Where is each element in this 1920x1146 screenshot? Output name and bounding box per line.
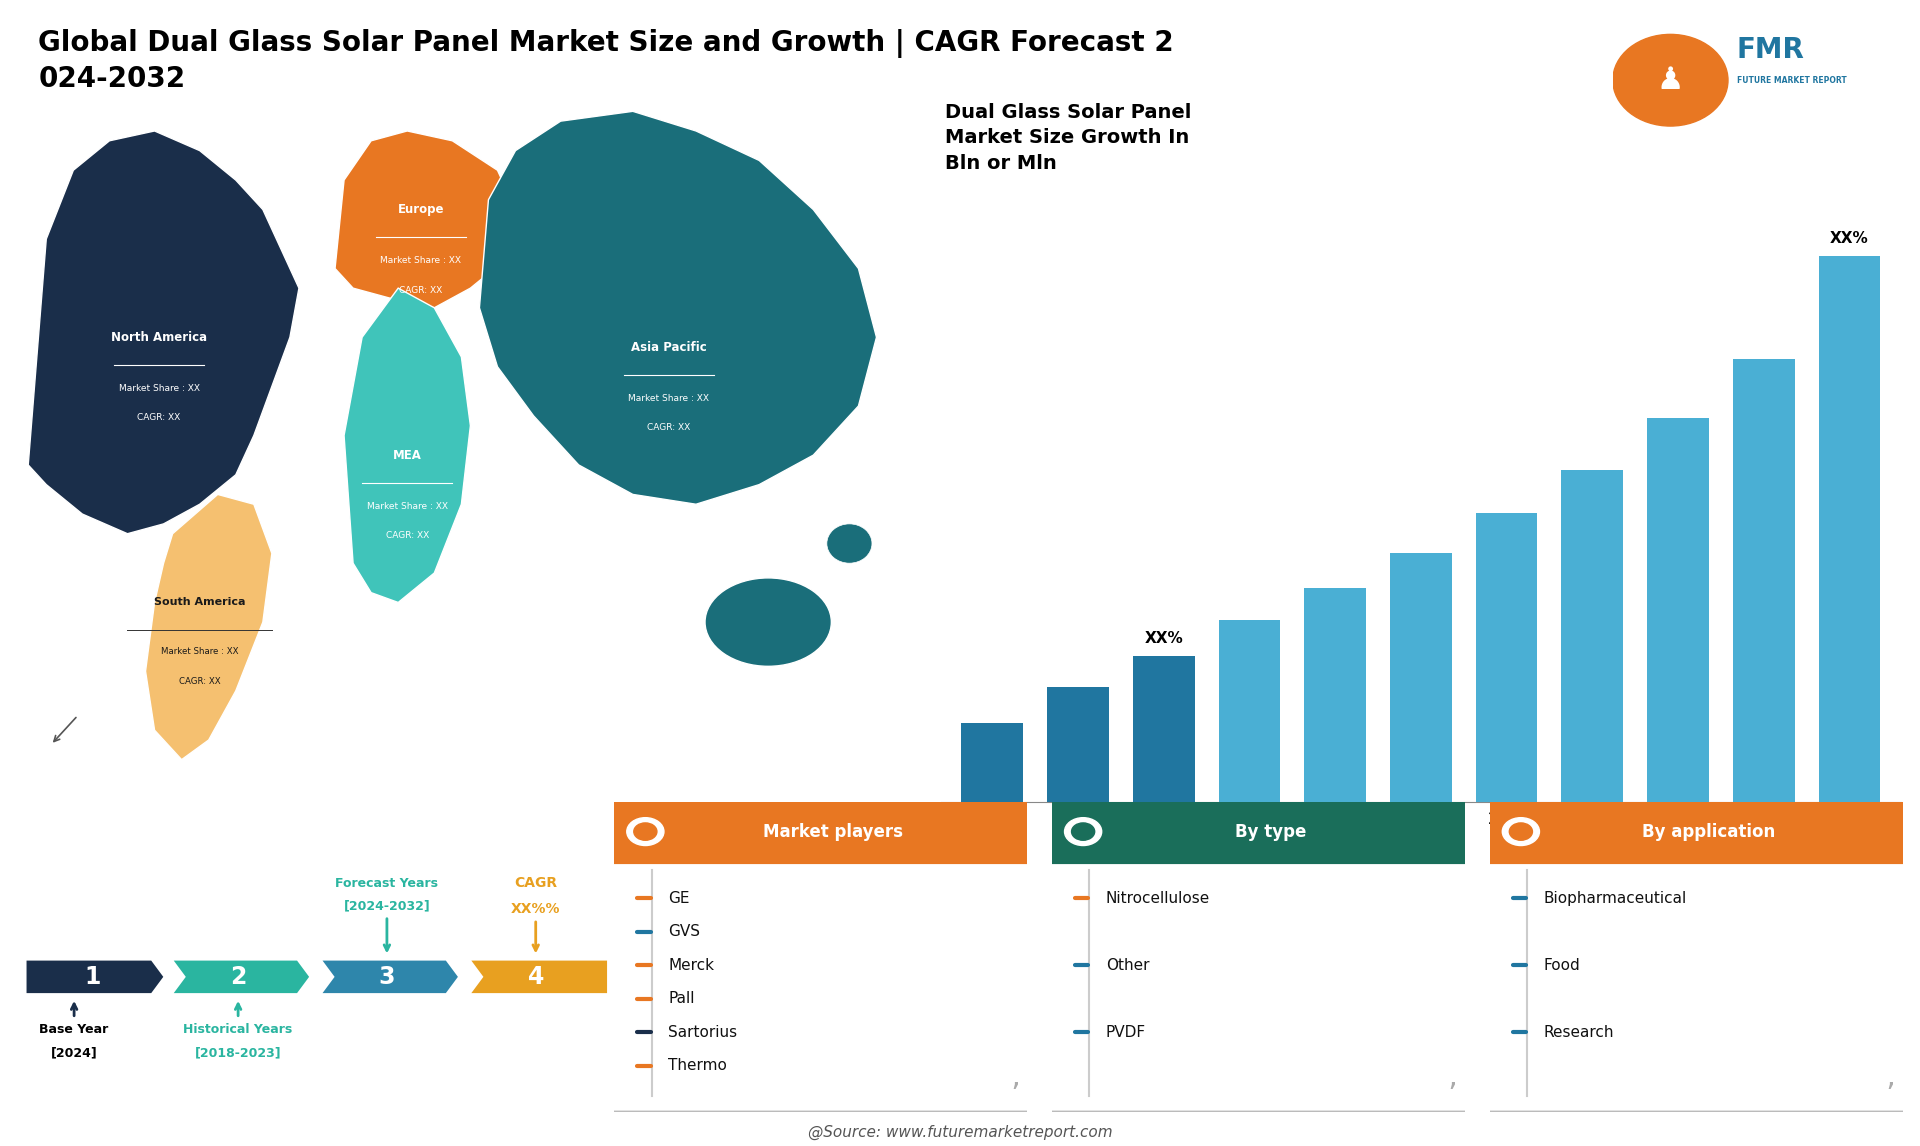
Polygon shape [29,131,300,534]
Text: XX%: XX% [1830,230,1868,245]
Text: XX%%: XX%% [511,902,561,916]
Text: ’: ’ [1010,1081,1020,1110]
Text: [2018-2023]: [2018-2023] [194,1046,282,1059]
Text: Market Share : XX: Market Share : XX [119,384,200,393]
Circle shape [1071,823,1094,840]
Bar [1390,552,1452,802]
Polygon shape [344,288,470,603]
Text: 1: 1 [84,965,100,989]
FancyBboxPatch shape [1044,855,1473,1112]
Polygon shape [146,494,273,760]
Text: Merck: Merck [668,958,714,973]
Text: ’: ’ [1885,1081,1895,1110]
Text: CAGR: CAGR [515,877,557,890]
Text: By application: By application [1642,823,1776,841]
Text: [2024]: [2024] [50,1046,98,1059]
Circle shape [1501,817,1540,846]
Circle shape [1064,817,1102,846]
Text: 3: 3 [378,965,396,989]
FancyBboxPatch shape [607,855,1035,1112]
Text: FUTURE MARKET REPORT: FUTURE MARKET REPORT [1736,76,1847,85]
Text: Asia Pacific: Asia Pacific [632,340,707,354]
Text: FMR: FMR [1736,37,1805,64]
Text: Sartorius: Sartorius [668,1025,737,1039]
Text: CAGR: XX: CAGR: XX [399,285,442,295]
Bar [1304,588,1365,802]
Text: ♟: ♟ [1657,65,1684,95]
Text: XX%: XX% [1144,630,1183,645]
Text: CAGR: XX: CAGR: XX [647,423,691,432]
Ellipse shape [828,524,872,563]
FancyBboxPatch shape [1482,855,1910,1112]
Text: CAGR: XX: CAGR: XX [386,532,428,540]
Text: Market Share : XX: Market Share : XX [628,394,708,402]
Text: Food: Food [1544,958,1580,973]
FancyBboxPatch shape [603,799,1039,864]
Polygon shape [334,131,515,308]
Text: South America: South America [154,597,246,607]
Text: @Source: www.futuremarketreport.com: @Source: www.futuremarketreport.com [808,1125,1112,1140]
Text: GVS: GVS [668,924,701,939]
Text: Global Dual Glass Solar Panel Market Size and Growth | CAGR Forecast 2
024-2032: Global Dual Glass Solar Panel Market Siz… [38,29,1173,93]
Text: PVDF: PVDF [1106,1025,1146,1039]
Bar [1647,418,1709,802]
Circle shape [626,817,664,846]
Text: Europe: Europe [397,203,444,217]
Text: Dual Glass Solar Panel
Market Size Growth In
Bln or Mln: Dual Glass Solar Panel Market Size Growt… [945,103,1192,173]
Text: CAGR: XX: CAGR: XX [138,414,180,422]
Text: By type: By type [1235,823,1308,841]
Text: Forecast Years: Forecast Years [336,877,438,890]
Text: 2: 2 [230,965,246,989]
Text: Thermo: Thermo [668,1058,728,1073]
Bar [962,723,1023,802]
Bar [1219,620,1281,802]
Text: Market players: Market players [762,823,902,841]
Text: GE: GE [668,890,689,905]
Text: MEA: MEA [394,448,422,462]
Circle shape [1509,823,1532,840]
Bar [1046,688,1110,802]
FancyBboxPatch shape [1478,799,1914,864]
Bar [1818,256,1880,802]
Text: Nitrocellulose: Nitrocellulose [1106,890,1210,905]
Bar [1133,656,1194,802]
Text: Market Share : XX: Market Share : XX [367,502,447,511]
Text: Research: Research [1544,1025,1615,1039]
Text: Base Year: Base Year [40,1023,109,1036]
Text: Market Share : XX: Market Share : XX [380,257,461,265]
Polygon shape [468,959,609,995]
Text: Biopharmaceutical: Biopharmaceutical [1544,890,1688,905]
Polygon shape [480,111,876,504]
Text: Other: Other [1106,958,1150,973]
Polygon shape [171,959,311,995]
Text: 4: 4 [528,965,543,989]
Text: North America: North America [111,331,207,344]
Text: Market Share : XX: Market Share : XX [161,647,238,656]
Bar [1561,470,1622,802]
Text: CAGR: XX: CAGR: XX [179,676,221,685]
Text: Pall: Pall [668,991,695,1006]
Polygon shape [25,959,165,995]
Bar [1476,513,1538,802]
Circle shape [1613,34,1728,126]
Text: ’: ’ [1448,1081,1457,1110]
Text: [2024-2032]: [2024-2032] [344,900,430,912]
Ellipse shape [705,578,831,666]
Circle shape [634,823,657,840]
Text: Historical Years: Historical Years [184,1023,292,1036]
Polygon shape [321,959,459,995]
FancyBboxPatch shape [1041,799,1476,864]
Bar [1734,359,1795,802]
